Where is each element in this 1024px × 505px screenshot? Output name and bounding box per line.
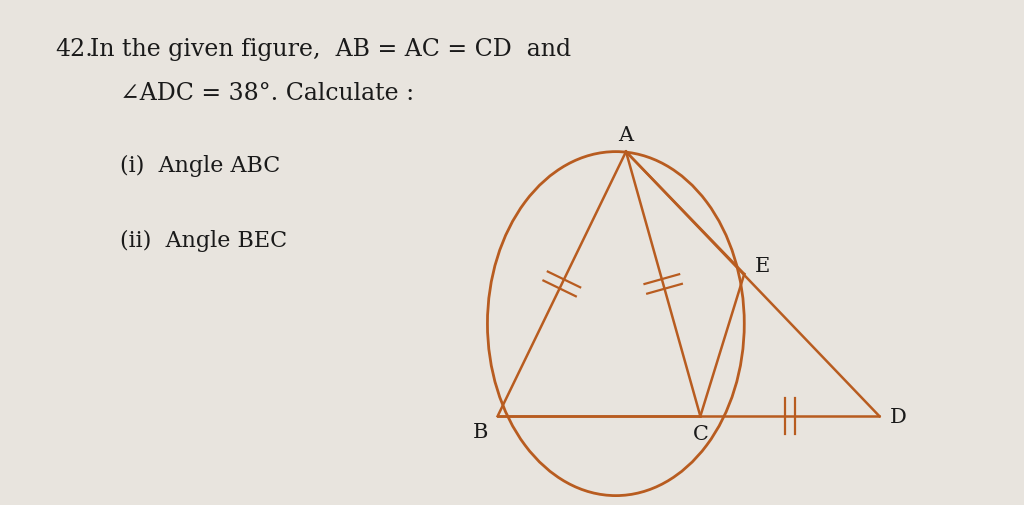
Text: ∠ADC = 38°. Calculate :: ∠ADC = 38°. Calculate : bbox=[120, 82, 414, 105]
Text: (i)  Angle ABC: (i) Angle ABC bbox=[120, 155, 281, 177]
Text: A: A bbox=[618, 126, 634, 144]
Text: 42.: 42. bbox=[55, 38, 93, 61]
Text: B: B bbox=[473, 422, 488, 441]
Text: D: D bbox=[890, 407, 906, 426]
Text: (ii)  Angle BEC: (ii) Angle BEC bbox=[120, 230, 287, 251]
Text: In the given figure,  AB = AC = CD  and: In the given figure, AB = AC = CD and bbox=[90, 38, 571, 61]
Text: E: E bbox=[756, 257, 770, 276]
Text: C: C bbox=[692, 424, 709, 443]
